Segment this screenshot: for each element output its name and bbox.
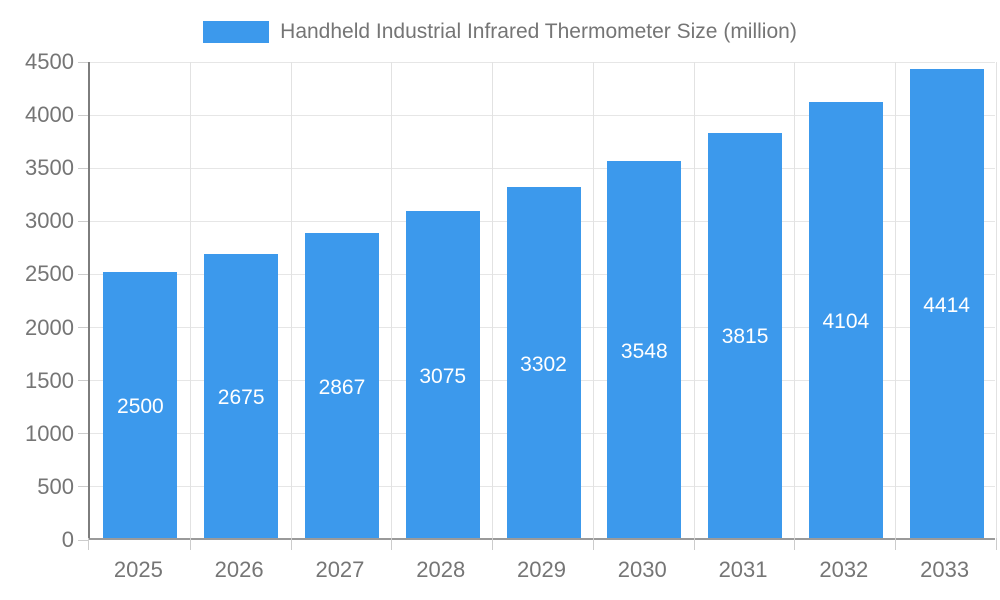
x-axis-tick-label: 2029 [517,557,566,582]
x-axis-tick [794,538,796,550]
bar-2029[interactable] [506,187,581,538]
y-axis-tick [78,220,88,222]
v-gridline [794,62,796,538]
x-axis-tick [88,538,89,550]
bar-2025[interactable] [103,272,178,538]
bar-2031[interactable] [708,132,783,538]
legend-label: Handheld Industrial Infrared Thermometer… [280,20,797,43]
y-axis-tick-label: 1500 [25,367,74,393]
y-axis-tick [78,380,88,382]
x-axis-tick [189,538,191,550]
y-axis-tick-label: 500 [37,473,74,499]
v-gridline [996,62,997,538]
bar-value-label: 3075 [419,364,467,388]
x-axis-tick [391,538,393,550]
bar-value-label: 4104 [822,310,870,334]
y-axis-tick [78,167,88,169]
h-gridline [90,167,995,169]
x-axis-tick-label: 2031 [718,557,768,582]
plot-area: 2500 2675 2867 3075 3302 3548 3815 4104 4414 [78,61,997,550]
v-gridline [492,62,494,538]
y-axis-tick [78,433,88,435]
bar-value-label: 2675 [217,385,265,409]
x-axis-tick [693,538,695,550]
x-axis-tick [592,538,594,550]
x-axis-tick-label: 2030 [617,557,667,582]
bar-value-label: 3302 [520,352,567,376]
y-axis-tick-label: 3000 [25,208,74,234]
x-axis-tick-label: 2026 [214,557,264,582]
x-axis-tick [895,538,897,550]
y-axis-tick-label: 3500 [25,155,74,181]
v-gridline [189,62,191,538]
y-axis-tick-label: 2500 [25,261,74,287]
bar-value-label: 2500 [117,395,164,419]
x-axis-tick [290,538,292,550]
y-axis-tick [78,327,88,329]
y-axis-tick-label: 1000 [25,420,74,446]
y-axis-tick [78,539,88,541]
x-axis-tick-label: 2027 [315,557,365,582]
bar-value-label: 3548 [620,339,668,363]
x-axis-tick [996,538,997,550]
bar-2030[interactable] [607,161,682,538]
bar-value-label: 4414 [923,293,970,317]
x-axis-tick-label: 2032 [819,557,869,582]
legend-swatch [203,21,270,43]
v-gridline [290,62,292,538]
v-gridline [895,62,897,538]
y-axis-tick-label: 2000 [25,314,74,340]
x-axis-tick-label: 2033 [920,557,970,582]
y-axis-tick-label: 4000 [25,102,74,128]
bar-2028[interactable] [405,211,480,538]
h-gridline [90,61,995,63]
bar-value-label: 3815 [721,325,769,349]
y-axis-tick [78,61,88,63]
x-axis-tick-label: 2025 [113,557,163,582]
bar-2032[interactable] [808,102,883,538]
chart-legend[interactable]: Handheld Industrial Infrared Thermometer… [0,19,1000,45]
bar-value-label: 2867 [318,375,366,399]
bar-2026[interactable] [204,253,279,538]
y-axis-tick [78,486,88,488]
v-gridline [391,62,393,538]
x-axis-tick [492,538,494,550]
bar-2033[interactable] [909,69,984,538]
x-axis-tick-label: 2028 [416,557,466,582]
h-gridline [90,114,995,116]
y-axis-tick-label: 4500 [25,49,74,74]
v-gridline [592,62,594,538]
y-axis-tick-label: 0 [61,527,74,552]
y-axis-tick [78,114,88,116]
v-gridline [693,62,695,538]
y-axis-tick [78,273,88,275]
bar-2027[interactable] [304,233,379,538]
